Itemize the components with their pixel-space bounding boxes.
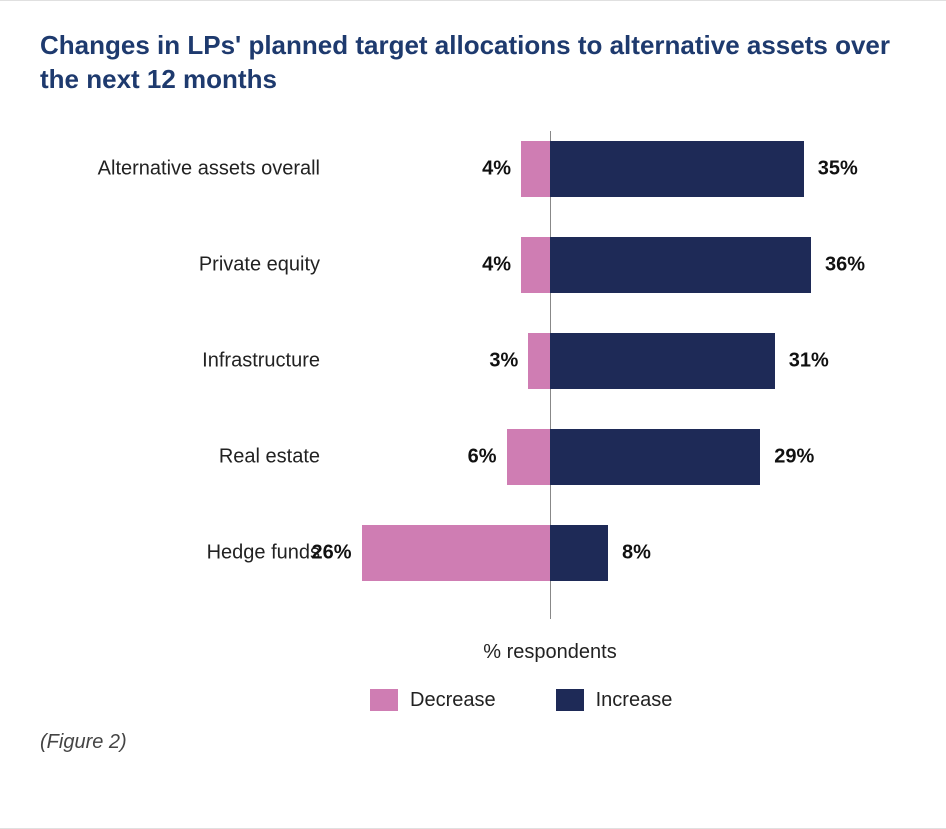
category-label: Private equity (40, 253, 320, 276)
x-axis-label: % respondents (483, 641, 616, 664)
legend-swatch-increase (556, 689, 584, 711)
legend-item-increase: Increase (556, 689, 673, 712)
value-decrease: 26% (302, 541, 352, 564)
chart-row: Private equity 4% 36% (40, 237, 910, 293)
bar-increase (550, 429, 760, 485)
value-decrease: 3% (468, 349, 518, 372)
category-label: Alternative assets overall (40, 157, 320, 180)
bar-increase (550, 525, 608, 581)
bar-increase (550, 237, 811, 293)
chart-title: Changes in LPs' planned target allocatio… (40, 29, 890, 97)
category-label: Infrastructure (40, 349, 320, 372)
value-increase: 8% (622, 541, 651, 564)
value-increase: 35% (818, 157, 858, 180)
value-increase: 29% (774, 445, 814, 468)
chart-area: Alternative assets overall 4% 35% Private e… (40, 141, 910, 641)
value-decrease: 6% (447, 445, 497, 468)
chart-row: Hedge funds26% 8% (40, 525, 910, 581)
legend-item-decrease: Decrease (370, 689, 496, 712)
legend-label: Decrease (410, 689, 496, 712)
value-increase: 36% (825, 253, 865, 276)
legend-label: Increase (596, 689, 673, 712)
bar-decrease (521, 237, 550, 293)
legend-swatch-decrease (370, 689, 398, 711)
value-increase: 31% (789, 349, 829, 372)
bar-decrease (528, 333, 550, 389)
value-decrease: 4% (461, 157, 511, 180)
chart-row: Real estate 6% 29% (40, 429, 910, 485)
category-label: Hedge funds (40, 541, 320, 564)
bar-increase (550, 141, 804, 197)
bar-decrease (362, 525, 551, 581)
bar-decrease (521, 141, 550, 197)
legend: Decrease Increase (370, 689, 672, 712)
category-label: Real estate (40, 445, 320, 468)
bar-increase (550, 333, 775, 389)
value-decrease: 4% (461, 253, 511, 276)
figure-caption: (Figure 2) (40, 731, 127, 754)
bar-decrease (507, 429, 551, 485)
chart-row: Infrastructure 3% 31% (40, 333, 910, 389)
chart-row: Alternative assets overall 4% 35% (40, 141, 910, 197)
